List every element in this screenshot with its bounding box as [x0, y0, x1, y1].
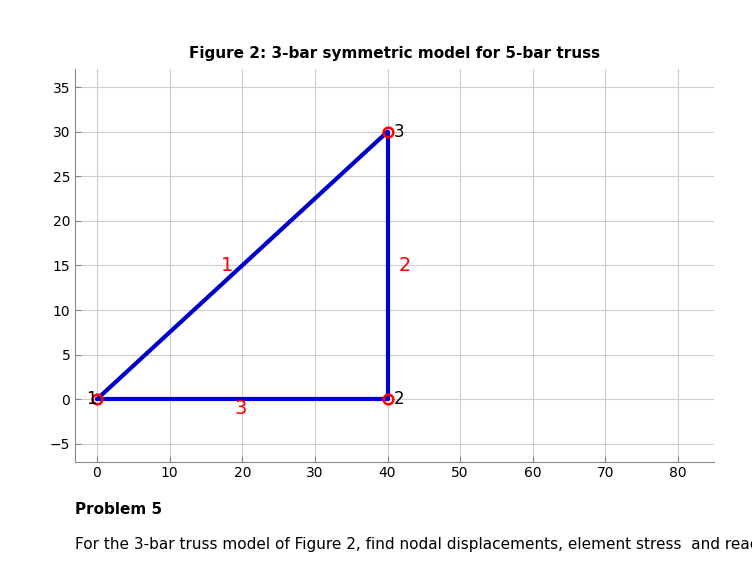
Text: 2: 2: [399, 256, 411, 275]
Text: 1: 1: [220, 256, 233, 275]
Text: 2: 2: [393, 390, 404, 408]
Text: Problem 5: Problem 5: [75, 502, 162, 517]
Title: Figure 2: 3-bar symmetric model for 5-bar truss: Figure 2: 3-bar symmetric model for 5-ba…: [190, 46, 600, 61]
Text: For the 3-bar truss model of Figure 2, find nodal displacements, element stress : For the 3-bar truss model of Figure 2, f…: [75, 537, 752, 552]
Text: 3: 3: [393, 123, 404, 141]
Text: 3: 3: [235, 399, 247, 418]
Text: 1: 1: [86, 390, 97, 408]
